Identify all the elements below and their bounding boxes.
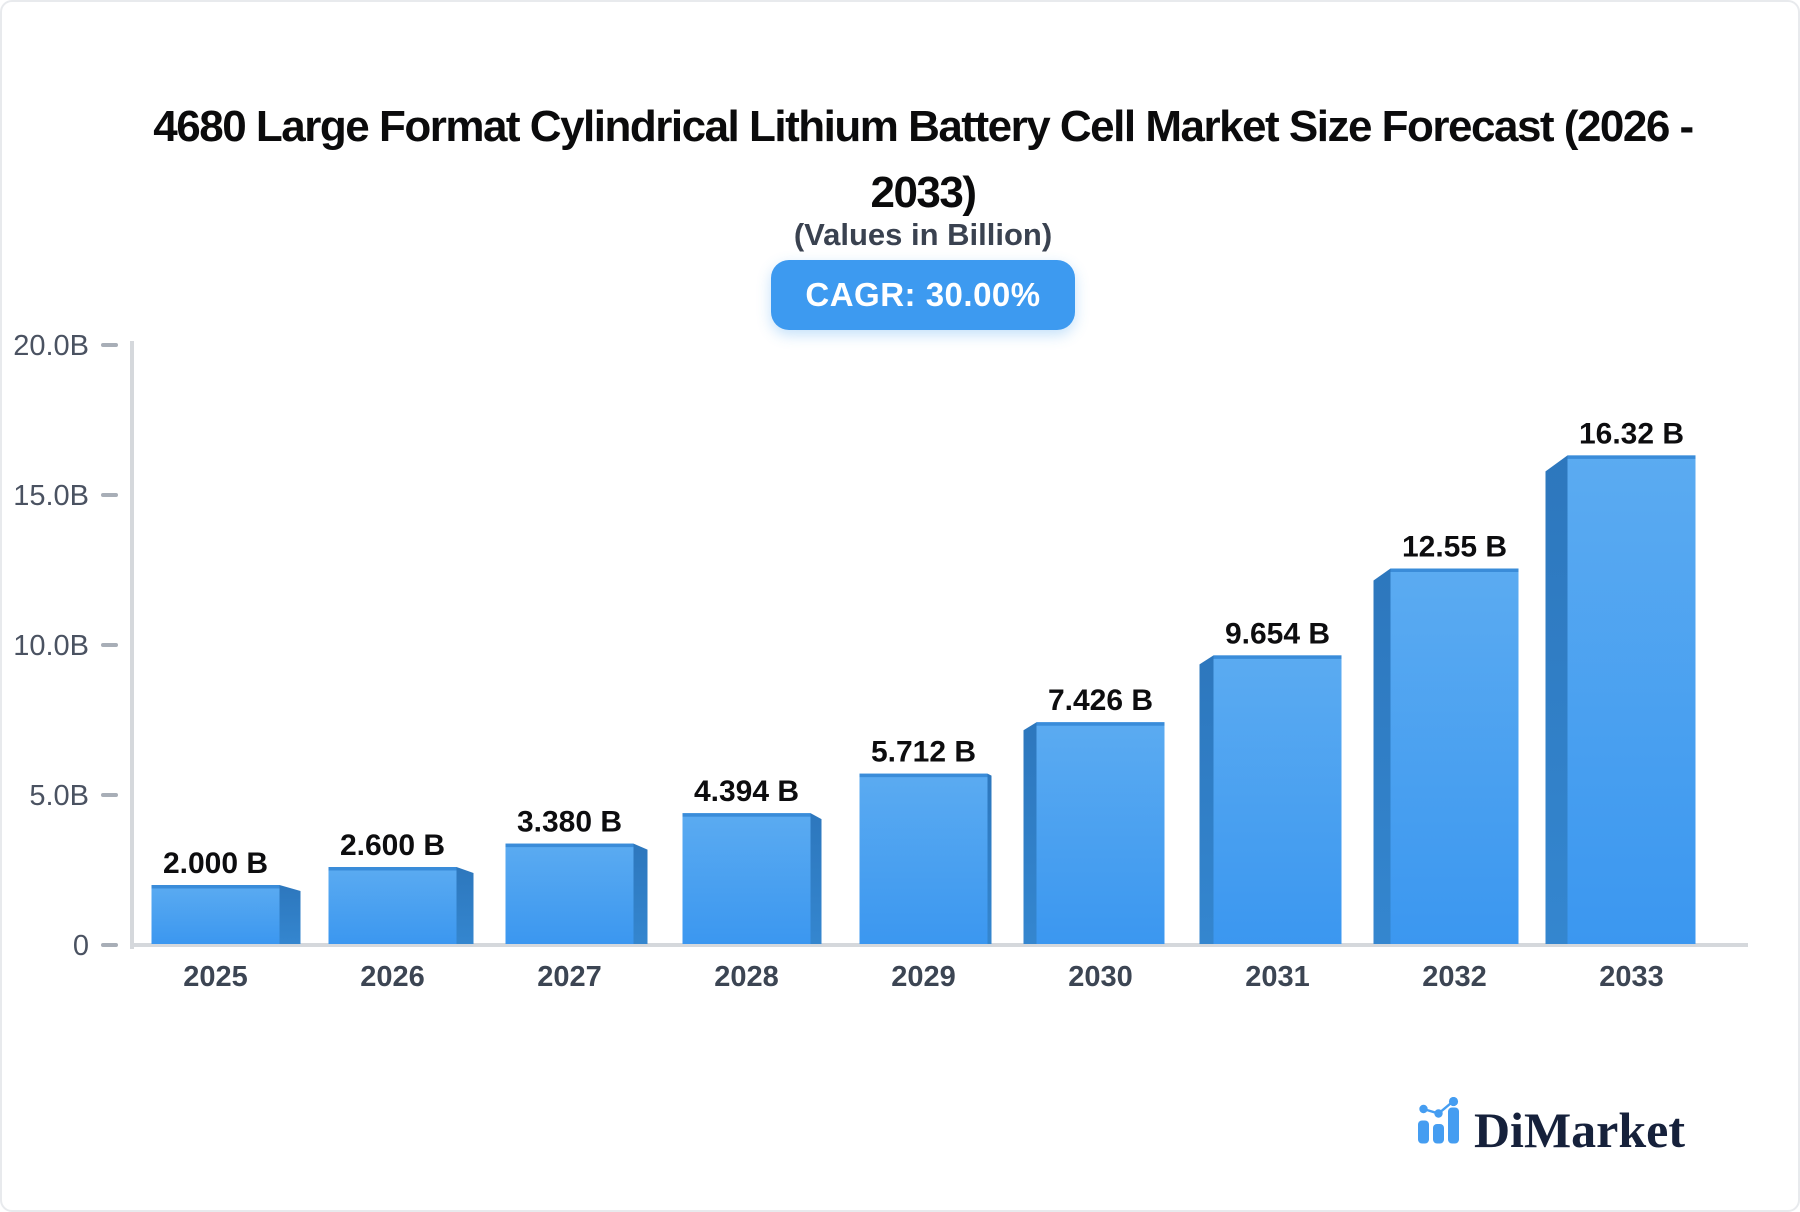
x-tick-label: 2031 (1245, 961, 1310, 993)
y-axis-tick-mark (101, 643, 118, 647)
bar-side-face (1023, 722, 1037, 944)
x-tick-label: 2033 (1599, 961, 1664, 993)
bar-value-label: 9.654 B (1225, 617, 1330, 650)
dimarket-logo-text: DiMarket (1473, 1102, 1685, 1158)
y-axis-tick-mark (101, 493, 118, 497)
dimarket-logo: DiMarket (1417, 1097, 1685, 1155)
bar-value-label: 2.600 B (340, 829, 445, 862)
chart-subtitle: (Values in Billion) (793, 217, 1053, 252)
bar-value-label: 3.380 B (517, 806, 622, 839)
bar-front-face (1213, 655, 1342, 944)
bar-value-label: 7.426 B (1048, 684, 1153, 717)
bar-front-face (1567, 455, 1696, 944)
y-axis-tick-mark (101, 793, 118, 797)
y-tick-label: 15.0B (13, 480, 89, 512)
bar-2032[interactable]: 12.55 B 2032 (1373, 531, 1519, 994)
bar-front-face (328, 867, 457, 944)
bar-top-edge (1213, 655, 1342, 659)
x-tick-label: 2028 (714, 961, 779, 993)
y-tick-label: 20.0B (13, 330, 89, 362)
bar-2029[interactable]: 5.712 B 2029 (859, 736, 992, 993)
bar-top-edge (1036, 722, 1165, 726)
bar-2026[interactable]: 2.600 B 2026 (328, 829, 474, 993)
bar-2028[interactable]: 4.394 B 2028 (682, 775, 822, 993)
bar-side-face (1373, 568, 1391, 944)
bar-front-face (1036, 722, 1165, 944)
mini-bar-chart-icon (1417, 1097, 1461, 1145)
bar-side-face (279, 885, 301, 944)
y-axis-tick-mark (101, 343, 118, 347)
x-tick-label: 2032 (1422, 961, 1487, 993)
bar-value-label: 12.55 B (1402, 531, 1507, 564)
y-tick-label: 5.0B (29, 780, 89, 812)
y-tick-label: 0 (73, 930, 89, 962)
bar-value-label: 16.32 B (1579, 417, 1684, 450)
bar-2025[interactable]: 2.000 B 2025 (151, 847, 301, 993)
x-tick-label: 2026 (360, 961, 425, 993)
bar-top-edge (1567, 455, 1696, 459)
bar-top-edge (505, 843, 634, 848)
bar-front-face (1390, 568, 1519, 944)
chart-header: 4680 Large Format Cylindrical Lithium Ba… (2, 94, 1798, 330)
page-title-line-2: 2033) (870, 168, 977, 217)
x-tick-label: 2025 (183, 961, 248, 993)
bar-value-label: 5.712 B (871, 736, 976, 769)
bar-top-edge (151, 885, 280, 889)
cagr-badge: CAGR: 30.00% (771, 260, 1075, 330)
y-axis-line (130, 341, 134, 949)
bar-top-edge (328, 867, 457, 871)
bar-2027[interactable]: 3.380 B 2027 (505, 806, 648, 993)
bar-top-edge (682, 813, 811, 817)
bar-side-face (1545, 455, 1568, 944)
y-axis-tick-mark (101, 943, 118, 947)
bar-side-face (1199, 655, 1214, 944)
bar-value-label: 4.394 B (694, 775, 799, 808)
x-tick-label: 2029 (891, 961, 956, 993)
bar-top-edge (859, 773, 988, 778)
bar-side-face (456, 867, 474, 944)
bar-side-face (633, 843, 648, 944)
bar-front-face (151, 885, 280, 944)
bar-value-label: 2.000 B (163, 847, 268, 880)
x-axis-line (130, 943, 1748, 947)
bar-front-face (859, 773, 988, 944)
y-tick-label: 10.0B (13, 630, 89, 662)
bar-2033[interactable]: 16.32 B 2033 (1545, 417, 1696, 993)
bar-side-face (810, 813, 822, 944)
bar-side-face (987, 773, 992, 944)
bar-2031[interactable]: 9.654 B 2031 (1199, 617, 1342, 993)
x-tick-label: 2030 (1068, 961, 1133, 993)
bar-front-face (505, 843, 634, 944)
bar-2030[interactable]: 7.426 B 2030 (1023, 684, 1165, 993)
page-title-line-1: 4680 Large Format Cylindrical Lithium Ba… (153, 102, 1694, 151)
x-tick-label: 2027 (537, 961, 602, 993)
bar-front-face (682, 813, 811, 944)
bar-top-edge (1390, 568, 1519, 572)
